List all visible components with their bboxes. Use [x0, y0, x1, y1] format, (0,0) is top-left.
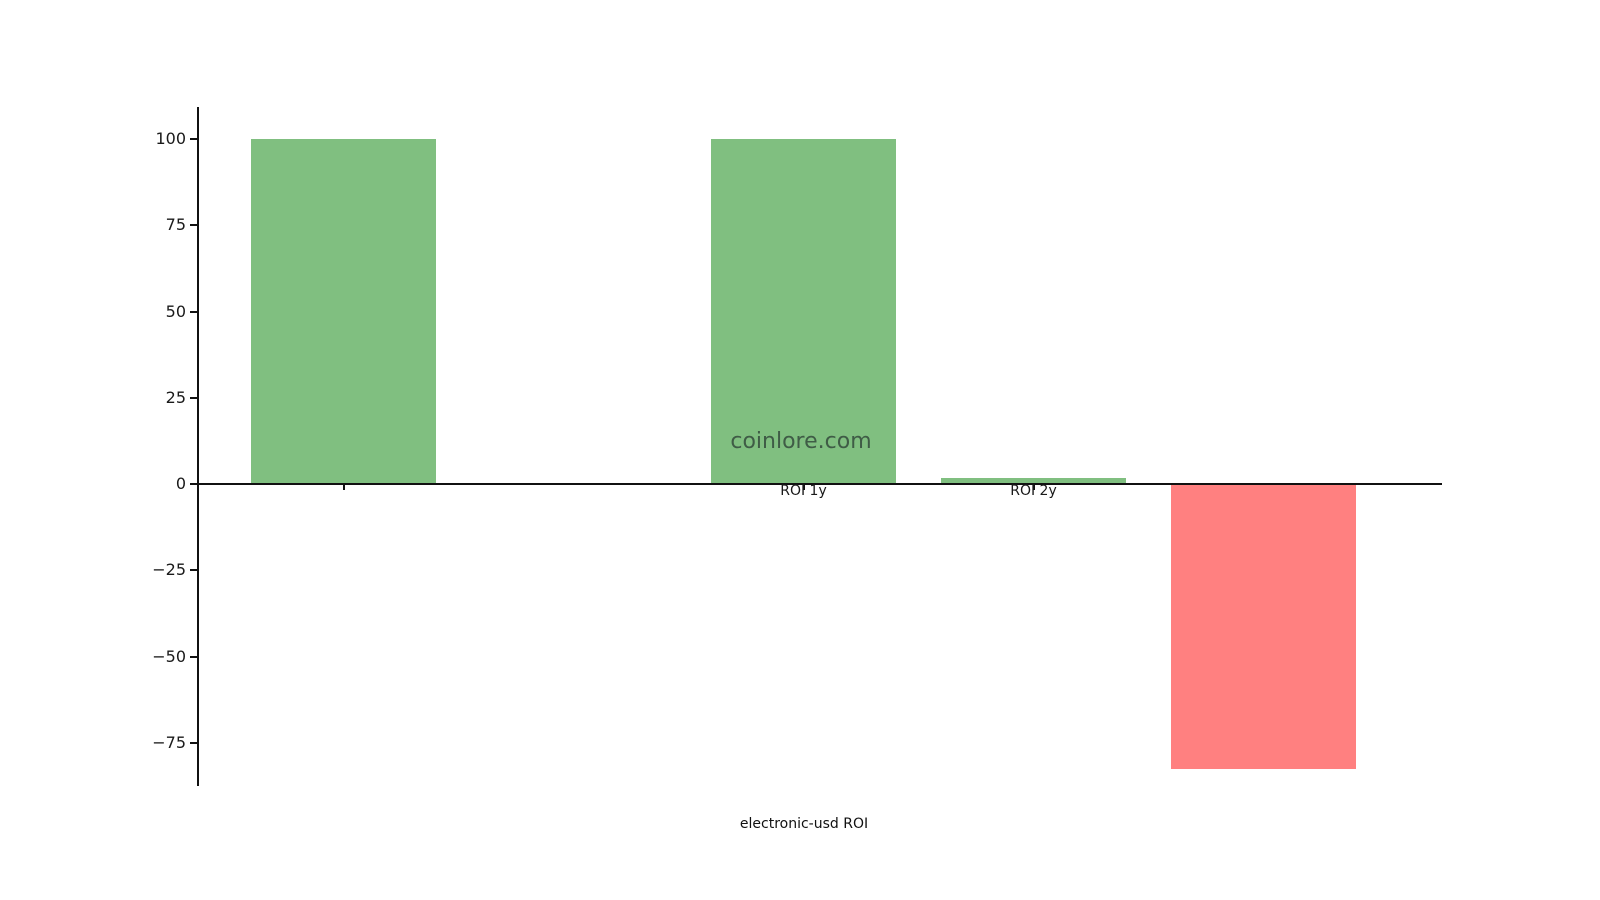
bar-pos0	[251, 139, 436, 484]
y-tick-label: −25	[152, 560, 186, 580]
y-tick-label: 50	[165, 301, 186, 321]
y-tick-label: 0	[175, 474, 186, 493]
x-tick-mark	[802, 484, 805, 490]
chart-title: electronic-usd ROI	[739, 816, 869, 832]
y-tick-mark	[190, 396, 197, 399]
y-tick-label: 75	[165, 215, 186, 235]
y-tick-mark	[190, 138, 197, 140]
y-tick-mark	[190, 224, 197, 227]
y-tick-label: 25	[165, 387, 186, 407]
x-axis-zero-line	[197, 483, 1442, 485]
x-tick-label-roi-1y: ROI 1y	[780, 483, 827, 499]
y-tick-mark	[190, 483, 197, 485]
x-tick-mark	[1032, 484, 1035, 490]
y-axis-spine	[197, 107, 199, 786]
y-tick-label: 100	[155, 129, 186, 148]
y-tick-label: −50	[152, 646, 186, 666]
x-tick-label-roi-2y: ROI 2y	[1010, 483, 1057, 499]
y-tick-mark	[190, 741, 197, 744]
bar-roi-1y	[711, 139, 896, 484]
bar-pos4	[1171, 484, 1356, 769]
y-tick-mark	[190, 569, 197, 572]
watermark-text: coinlore.com	[730, 429, 872, 454]
x-tick-mark	[342, 484, 345, 490]
y-tick-label: −75	[152, 732, 186, 752]
y-tick-mark	[190, 310, 197, 313]
y-tick-mark	[190, 655, 197, 658]
bar-roi-2y	[941, 477, 1126, 484]
